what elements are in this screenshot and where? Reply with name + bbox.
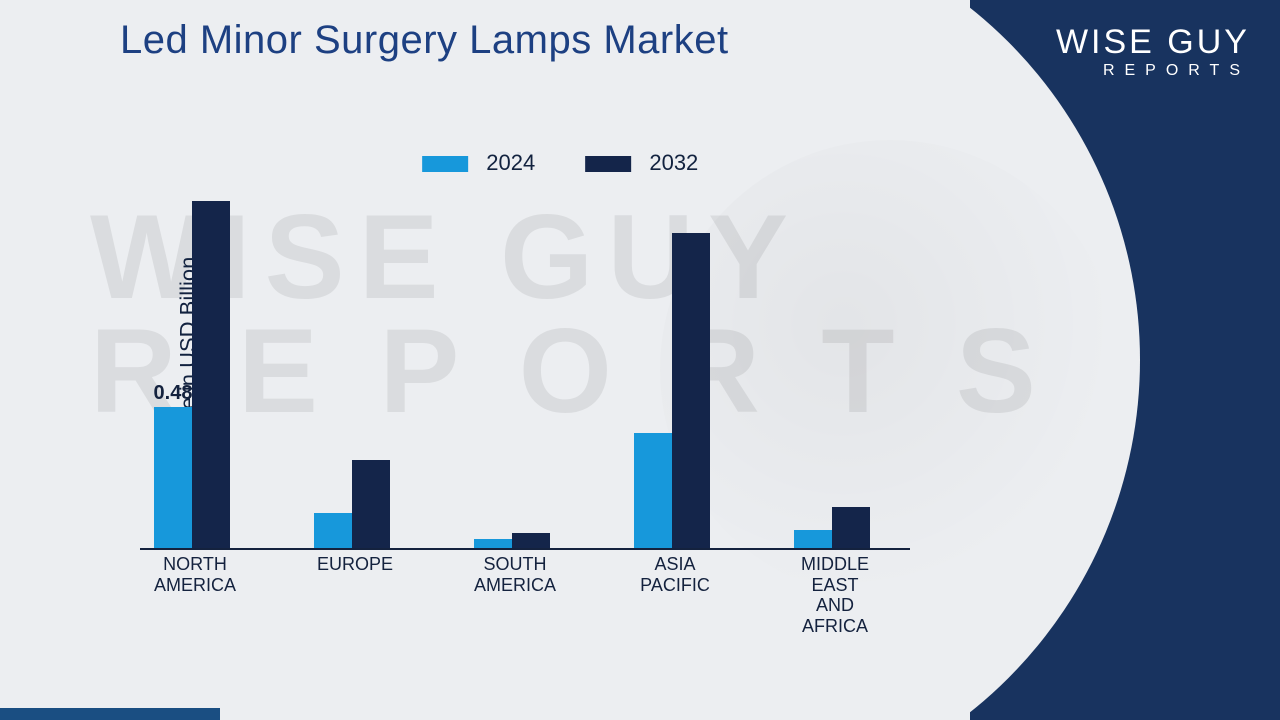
bar-2032 [832,507,870,548]
bar-2024 [154,407,192,548]
bar-value-label: 0.48 [134,382,212,405]
chart-area: Market Size in USD Billion 2024 2032 0.4… [100,150,910,620]
category-label: EUROPE [285,554,425,575]
bar-2032 [512,533,550,548]
bar-2024 [794,530,832,548]
legend-label-2032: 2032 [649,150,698,175]
bar-2024 [634,433,672,548]
accent-bar [0,708,220,720]
brand-logo: WISE GUY REPORTS [1056,25,1250,79]
category-label: ASIA PACIFIC [605,554,745,595]
category-label: NORTH AMERICA [125,554,265,595]
brand-line2: REPORTS [1056,63,1250,79]
category-label: MIDDLE EAST AND AFRICA [765,554,905,637]
legend-item-2024: 2024 [422,150,535,176]
bar-2032 [672,233,710,548]
category-label: SOUTH AMERICA [445,554,585,595]
legend: 2024 2032 [422,150,698,176]
legend-swatch-2024 [422,156,468,172]
bar-value-label-wrap: 0.48 [134,382,212,407]
bar-2024 [474,539,512,548]
bar-2024 [314,513,352,548]
canvas: WISE GUY REPORTS Led Minor Surgery Lamps… [0,0,1280,720]
plot-region: 0.48NORTH AMERICAEUROPESOUTH AMERICAASIA… [140,180,910,550]
bar-2032 [192,201,230,548]
brand-line1: WISE GUY [1056,25,1250,59]
legend-item-2032: 2032 [585,150,698,176]
legend-label-2024: 2024 [486,150,535,175]
legend-swatch-2032 [585,156,631,172]
chart-title: Led Minor Surgery Lamps Market [120,18,729,63]
bar-2032 [352,460,390,548]
